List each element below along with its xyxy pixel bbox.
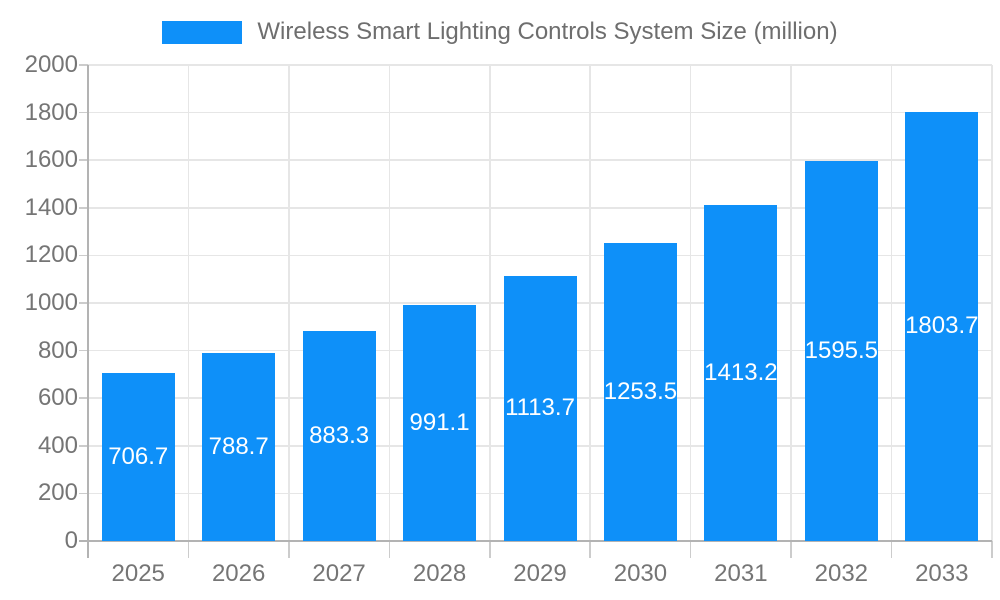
- x-axis-label: 2026: [211, 560, 266, 587]
- x-axis-tick: [187, 541, 190, 558]
- y-axis-label: 1800: [24, 98, 78, 126]
- y-axis-line: [87, 65, 89, 558]
- x-axis-label: 2033: [915, 560, 969, 587]
- bar[interactable]: 1113.7: [503, 275, 577, 541]
- y-axis-label: 2000: [24, 51, 78, 78]
- bar-value-label: 1413.2: [704, 358, 778, 386]
- bar-value-label: 883.3: [309, 421, 370, 449]
- y-axis-label: 0: [64, 527, 78, 554]
- bar[interactable]: 788.7: [202, 353, 276, 541]
- gridline-h: [88, 111, 992, 114]
- y-axis-tick: [79, 64, 88, 66]
- bar-value-label: 991.1: [409, 409, 470, 437]
- bar[interactable]: 1595.5: [805, 161, 878, 541]
- bar-value-label: 1595.5: [804, 337, 879, 365]
- gridline-v: [991, 65, 993, 541]
- x-axis-label: 2032: [814, 560, 869, 587]
- y-axis-tick: [79, 159, 88, 161]
- bar-value-label: 1253.5: [603, 377, 678, 405]
- y-axis-tick: [79, 349, 88, 352]
- y-axis-label: 1400: [24, 193, 78, 221]
- x-axis-tick: [790, 541, 792, 558]
- y-axis-tick: [79, 254, 88, 257]
- x-axis-tick: [890, 541, 893, 558]
- y-axis-tick: [79, 302, 88, 304]
- x-axis-tick: [991, 541, 993, 558]
- bar[interactable]: 883.3: [302, 330, 376, 541]
- bar[interactable]: 1803.7: [905, 111, 979, 541]
- plot-area: 0 200 400 600 800 1000 1200 1400 1600 1800 2000 706…: [25, 51, 993, 587]
- y-axis-tick: [79, 397, 88, 399]
- y-axis-label: 800: [37, 336, 78, 364]
- y-axis-label: 200: [37, 479, 78, 507]
- y-axis-tick: [79, 445, 88, 447]
- gridline-v: [388, 65, 391, 541]
- chart-legend[interactable]: Wireless Smart Lighting Controls System …: [0, 10, 1000, 54]
- x-axis-tick: [388, 541, 391, 558]
- gridline-h: [88, 207, 992, 209]
- x-axis-tick: [689, 541, 692, 558]
- bar[interactable]: 1413.2: [704, 204, 778, 541]
- legend-label: Wireless Smart Lighting Controls System …: [257, 18, 838, 45]
- x-axis-label: 2027: [312, 560, 366, 587]
- x-axis-label: 2028: [412, 560, 467, 587]
- bar[interactable]: 1253.5: [603, 242, 678, 541]
- x-axis-tick: [489, 541, 491, 558]
- x-axis-tick: [288, 541, 290, 558]
- bar-value-label: 1113.7: [505, 394, 575, 422]
- bar[interactable]: 991.1: [403, 305, 477, 541]
- y-axis-tick: [79, 492, 88, 495]
- x-axis-label: 2029: [513, 560, 567, 587]
- gridline-h: [88, 254, 992, 257]
- x-axis-label: 2025: [111, 560, 165, 587]
- gridline-v: [689, 65, 692, 541]
- gridline-h: [88, 159, 992, 161]
- gridline-v: [187, 65, 190, 541]
- y-axis-label: 1200: [24, 241, 78, 269]
- x-axis-label: 2031: [714, 560, 768, 587]
- bar-value-label: 706.7: [108, 442, 169, 470]
- y-axis-tick: [79, 111, 88, 114]
- gridline-v: [589, 65, 591, 541]
- gridline-v: [790, 65, 792, 541]
- y-axis-tick: [79, 207, 88, 209]
- bar[interactable]: 706.7: [101, 372, 175, 541]
- gridline-v: [890, 65, 893, 541]
- y-axis-label: 600: [37, 384, 78, 412]
- gridline-v: [288, 65, 290, 541]
- bar-value-label: 788.7: [208, 433, 269, 461]
- gridline-v: [489, 65, 491, 541]
- y-axis-label: 400: [37, 431, 78, 459]
- y-axis-label: 1600: [24, 146, 78, 174]
- x-axis-tick: [589, 541, 591, 558]
- x-axis-label: 2030: [613, 560, 668, 587]
- y-axis-label: 1000: [24, 289, 78, 316]
- gridline-h: [88, 64, 992, 66]
- bar-value-label: 1803.7: [905, 312, 979, 340]
- legend-swatch: [162, 20, 243, 44]
